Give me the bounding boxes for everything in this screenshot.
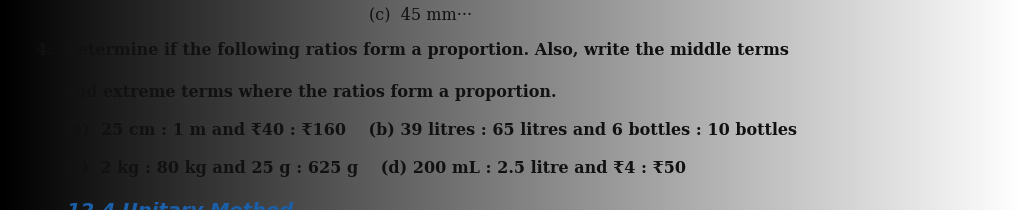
Text: 4.  Determine if the following ratios form a proportion. Also, write the middle : 4. Determine if the following ratios for… [36, 42, 788, 59]
Text: (a)  25 cm : 1 m and ₹40 : ₹160    (b) 39 litres : 65 litres and 6 bottles : 10 : (a) 25 cm : 1 m and ₹40 : ₹160 (b) 39 li… [36, 122, 797, 139]
Text: (c)  2 kg : 80 kg and 25 g : 625 g    (d) 200 mL : 2.5 litre and ₹4 : ₹50: (c) 2 kg : 80 kg and 25 g : 625 g (d) 20… [36, 160, 686, 177]
Text: 12.4 Unitary Method: 12.4 Unitary Method [67, 202, 293, 210]
Text: (c)  45 mm···: (c) 45 mm··· [369, 6, 472, 23]
Text: and extreme terms where the ratios form a proportion.: and extreme terms where the ratios form … [36, 84, 556, 101]
